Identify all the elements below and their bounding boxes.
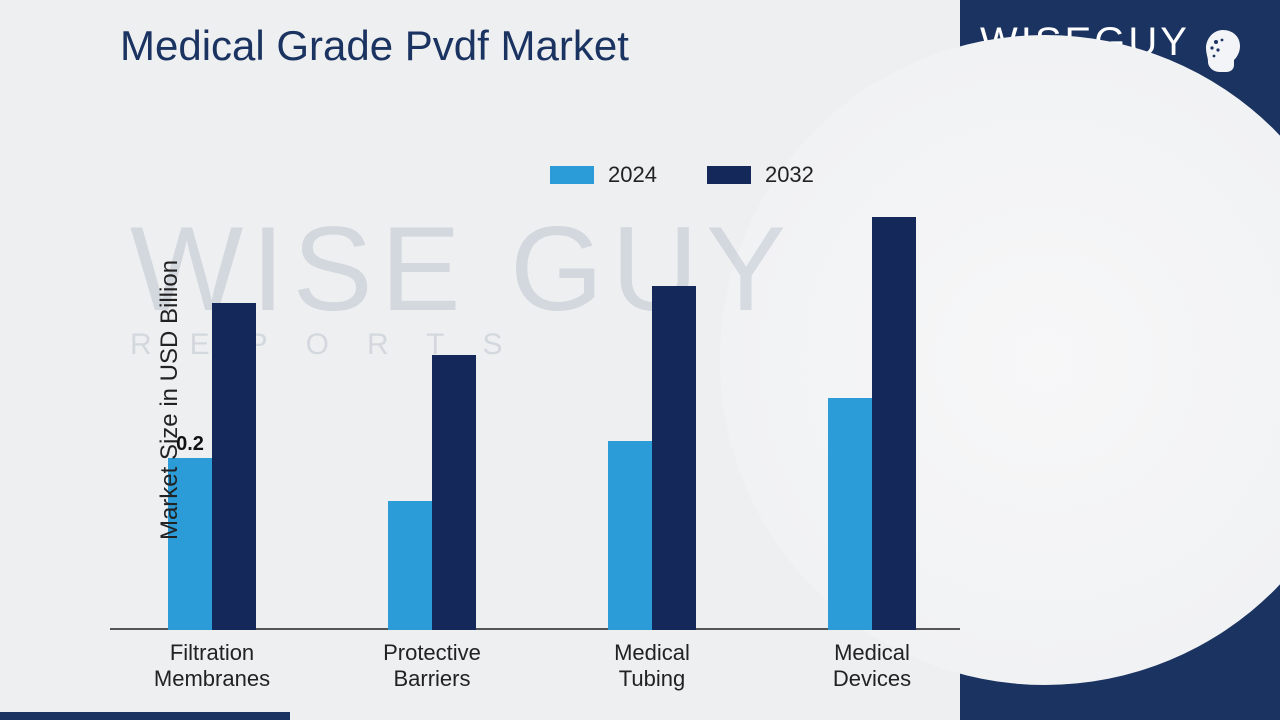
bar-2032	[652, 286, 696, 630]
bar-2024	[388, 501, 432, 630]
bar-2032	[432, 355, 476, 630]
category-label: FiltrationMembranes	[122, 640, 302, 693]
bar-2024	[828, 398, 872, 630]
legend-swatch-2032	[707, 166, 751, 184]
y-axis-label: Market Size in USD Billion	[156, 260, 184, 540]
legend-item-2024: 2024	[550, 162, 657, 188]
logo-head-icon	[1198, 26, 1248, 76]
bar-2024	[608, 441, 652, 630]
page-root: WISEGUY REPORTS Medical Grade Pvdf Marke…	[0, 0, 1280, 720]
x-axis-labels: FiltrationMembranes ProtectiveBarriers Med…	[100, 632, 960, 692]
legend-label-2032: 2032	[765, 162, 814, 188]
bottom-accent-bar	[0, 712, 290, 720]
category-label: MedicalDevices	[782, 640, 962, 693]
legend-item-2032: 2032	[707, 162, 814, 188]
chart-title: Medical Grade Pvdf Market	[120, 22, 629, 70]
chart-plot-area: 0.2	[100, 200, 960, 630]
legend-label-2024: 2024	[608, 162, 657, 188]
legend: 2024 2032	[550, 162, 814, 188]
category-label: MedicalTubing	[562, 640, 742, 693]
category-label: ProtectiveBarriers	[342, 640, 522, 693]
legend-swatch-2024	[550, 166, 594, 184]
bar-2032	[872, 217, 916, 630]
bar-2032	[212, 303, 256, 630]
